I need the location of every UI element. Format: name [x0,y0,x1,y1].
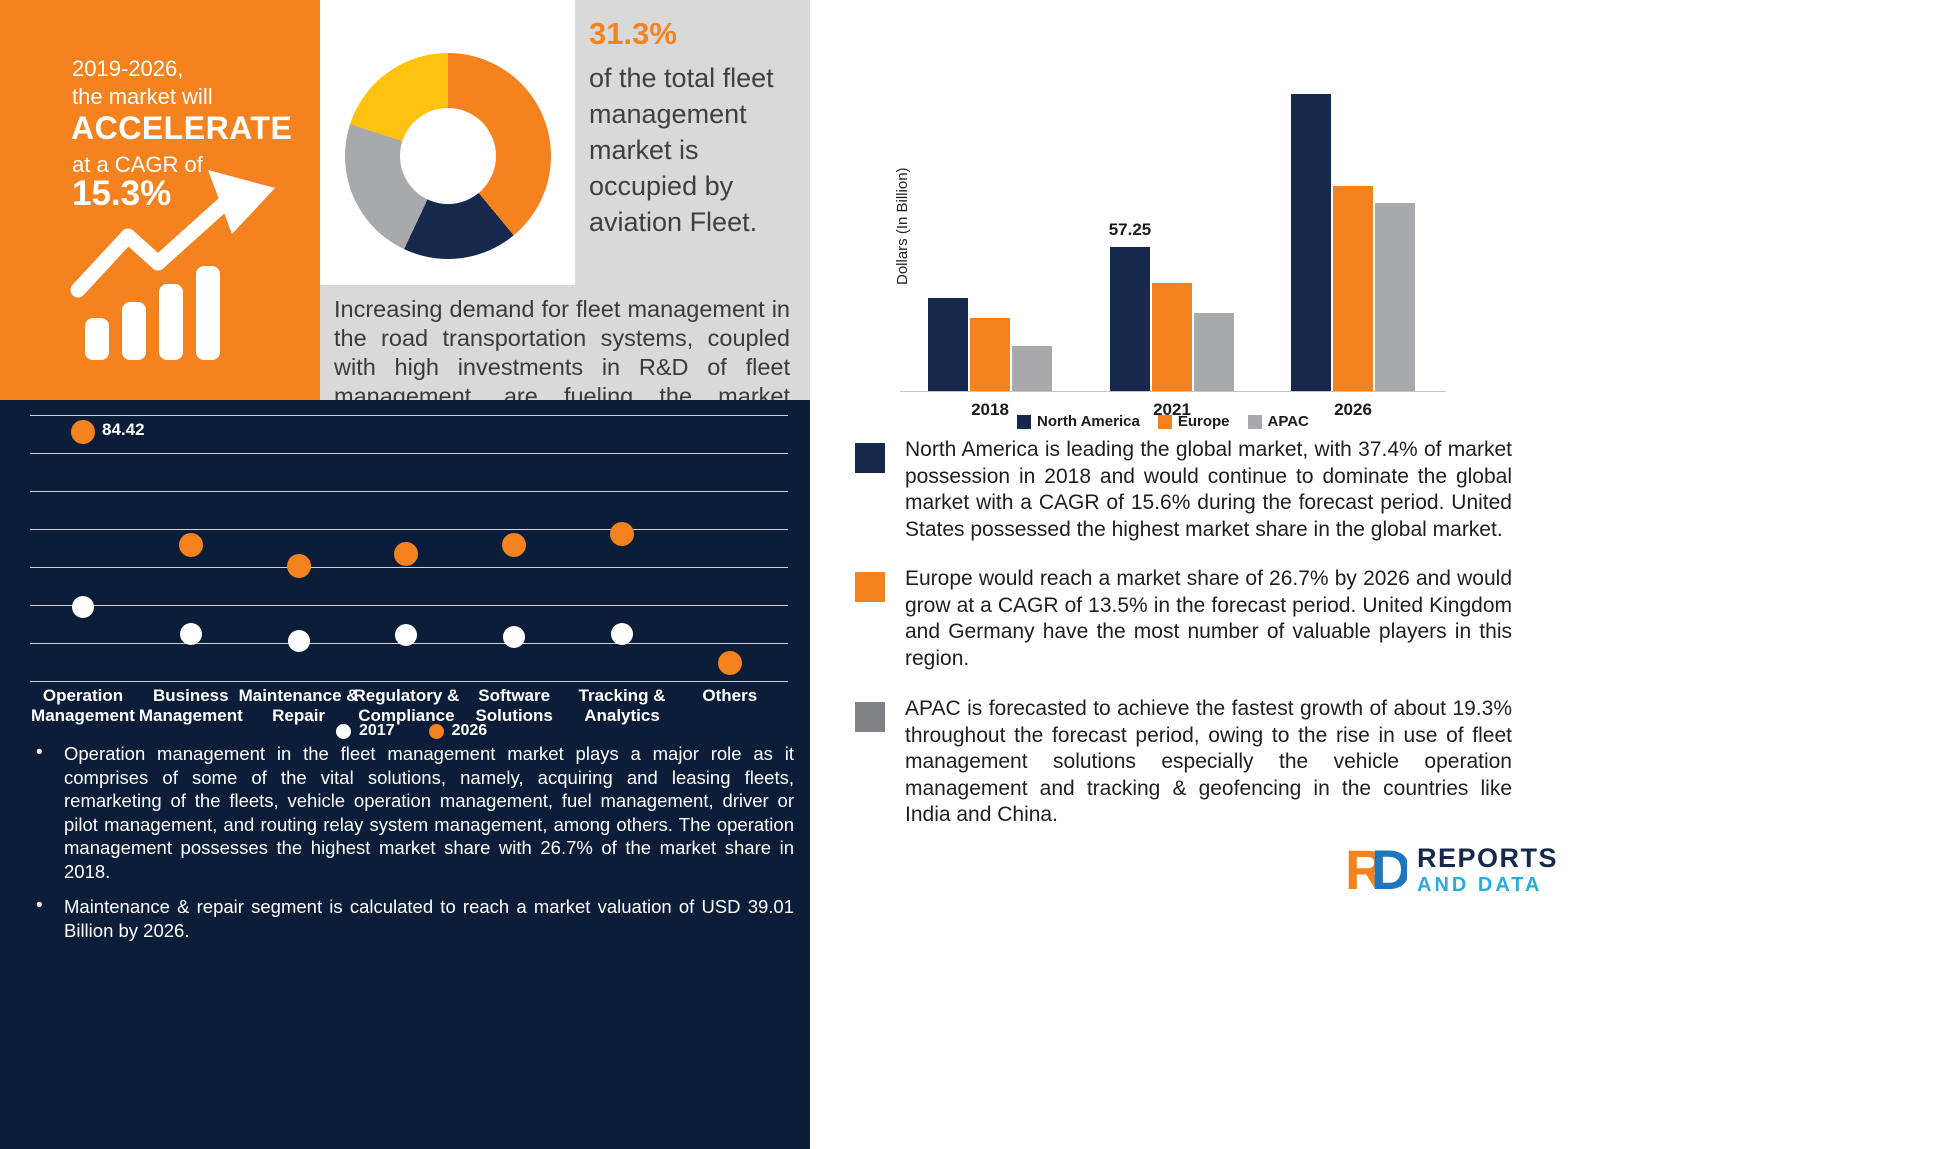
category-label: Regulatory & Compliance [353,686,460,725]
dot-2017-5 [611,622,633,645]
bar-apac-2018 [1012,346,1052,392]
legend-label-2026: 2026 [451,722,488,739]
rd-logo-icon: R D [1345,843,1407,897]
bullet-marker: • [36,895,43,916]
aviation-percent: 31.3% [589,16,677,51]
svg-text:D: D [1371,843,1407,897]
logo-wordmark: REPORTS AND DATA [1417,843,1558,897]
dot-2026-6 [717,651,742,676]
segment-bullet-text-2: Maintenance & repair segment is calculat… [64,896,794,941]
bar-europe-2018 [970,318,1010,392]
aviation-headline-panel: 31.3% of the total fleet management mark… [575,0,810,285]
segment-bullet-text-1: Operation management in the fleet manage… [64,743,794,882]
legend-item-north-america: North America [1017,413,1140,430]
cagr-period: 2019-2026, [72,56,184,81]
cagr-panel: 2019-2026, the market will ACCELERATE at… [0,0,320,400]
cagr-value: 15.3% [72,174,172,213]
segments-panel: 84.42 Operation Management Business Manag… [0,400,810,1149]
dot-2017-3 [395,624,418,647]
dot-2017-2 [287,630,310,653]
legend-swatch-north-america [1017,414,1031,429]
regional-bar-chart [900,80,1446,392]
dot-2026-2 [286,553,311,578]
legend-item-europe: Europe [1157,413,1230,430]
legend-label-europe: Europe [1177,413,1230,430]
x-axis-label: 2018 [971,400,1009,419]
category-label: Operation Management [31,686,135,725]
apac-swatch [855,702,885,732]
logo-anddata-text: AND DATA [1417,874,1543,896]
regional-panel: Dollars (In Billion) 57.25 2018 2021 2026 … [810,0,1949,1149]
donut-panel [320,0,575,285]
bar-north-america-2018 [928,298,968,392]
dot-2026-5 [610,521,634,546]
logo-reports-text: REPORTS [1417,843,1559,873]
svg-text:R: R [1345,843,1385,897]
dot-2026-0 [71,419,95,444]
market-growth-paragraph: Increasing demand for fleet management i… [320,285,810,438]
dot-2017-4 [503,625,526,648]
gridline [30,567,788,568]
x-axis-label: 2026 [1334,400,1372,419]
legend-item-apac: APAC [1247,413,1309,430]
legend-swatch-2017 [336,723,351,739]
reports-and-data-logo: R D REPORTS AND DATA [1345,843,1558,897]
segment-dot-chart: 84.42 [0,400,810,682]
bar-chart-legend: North America Europe APAC [1017,413,1309,430]
dot-2017-1 [179,622,202,645]
legend-swatch-europe [1157,414,1172,429]
category-label: Business Management [138,686,243,725]
legend-item-2026: 2026 [428,722,488,740]
accelerate-text: ACCELERATE [71,110,293,146]
list-item: • Maintenance & repair segment is calcul… [36,895,798,942]
cagr-label: at a CAGR of [72,152,203,177]
dot-data-label: 84.42 [102,420,145,439]
segment-bullet-list: • Operation management in the fleet mana… [36,742,798,954]
dot-2026-4 [502,533,527,558]
bar-north-america-2021 [1110,247,1150,392]
dot-2026-1 [178,533,203,558]
bar-data-label: 57.25 [1108,220,1152,239]
growth-arrow-icon [70,170,275,360]
category-label: Others [702,686,758,705]
fleet-type-donut [345,53,551,259]
category-label: Software Solutions [475,686,553,725]
gridline [30,491,788,492]
legend-label-north-america: North America [1037,413,1140,430]
dot-2026-3 [394,542,419,567]
europe-swatch [855,572,885,602]
gridline [30,681,788,682]
dot-2017-0 [72,596,94,619]
cagr-line2: the market will [72,84,213,109]
gridline [30,605,788,606]
bar-europe-2021 [1152,283,1192,392]
bar-apac-2026 [1375,203,1415,392]
dot-chart-legend: 2017 2026 [336,722,487,740]
bar-north-america-2026 [1291,94,1331,392]
x-axis-label: 2021 [1153,400,1191,419]
legend-label-apac: APAC [1267,413,1309,430]
gridline [30,415,788,416]
category-label: Tracking & Analytics [578,686,666,725]
legend-swatch-2026 [428,723,444,739]
category-label: Maintenance & Repair [238,686,359,725]
legend-swatch-apac [1247,414,1262,429]
apac-text: APAC is forecasted to achieve the fastes… [905,697,1512,826]
bullet-marker: • [36,742,43,763]
north-america-text: North America is leading the global mark… [905,438,1512,541]
bar-apac-2021 [1194,313,1234,392]
gridline [30,453,788,454]
europe-text: Europe would reach a market share of 26.… [905,567,1512,670]
legend-item-2017: 2017 [336,722,395,740]
gridline [30,529,788,530]
north-america-swatch [855,443,885,473]
aviation-headline: of the total fleet management market is … [589,63,774,237]
legend-label-2017: 2017 [359,722,395,739]
bar-europe-2026 [1333,186,1373,392]
list-item: • Operation management in the fleet mana… [36,742,798,883]
